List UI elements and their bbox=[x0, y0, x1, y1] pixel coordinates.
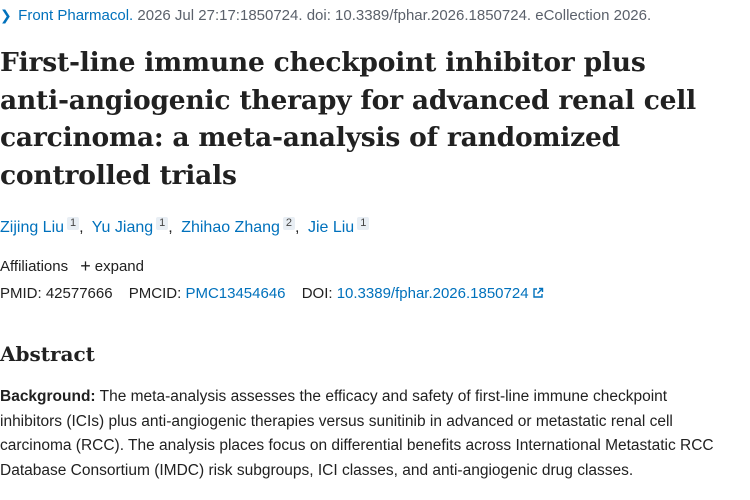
affiliation-ref[interactable]: 2 bbox=[282, 217, 296, 230]
background-text: The meta-analysis assesses the efficacy … bbox=[0, 388, 714, 479]
pmid-value: 42577666 bbox=[45, 285, 113, 302]
article-title: First-line immune checkpoint inhibitor p… bbox=[0, 47, 697, 191]
author-link[interactable]: Zhihao Zhang bbox=[181, 219, 280, 236]
affiliations-expand-button[interactable]: + expand bbox=[80, 256, 144, 276]
affiliation-ref[interactable]: 1 bbox=[357, 217, 370, 230]
affiliation-ref[interactable]: 1 bbox=[156, 217, 169, 230]
author-link[interactable]: Zijing Liu bbox=[0, 219, 65, 236]
author-separator: , bbox=[168, 219, 173, 236]
affiliation-ref[interactable]: 1 bbox=[67, 217, 80, 230]
author-list: Zijing Liu 1, Yu Jiang 1, Zhihao Zhang 2, J… bbox=[0, 217, 370, 239]
citation-details: 2026 Jul 27:17:1850724. doi: 10.3389/fph… bbox=[137, 7, 652, 24]
journal-link[interactable]: Front Pharmacol. bbox=[18, 7, 134, 24]
expand-label: expand bbox=[94, 258, 144, 275]
doi-value: 10.3389/fphar.2026.1850724 bbox=[336, 285, 529, 302]
abstract-heading: Abstract bbox=[0, 342, 95, 366]
affiliations-label: Affiliations bbox=[0, 258, 69, 275]
pmcid-label: PMCID: bbox=[128, 285, 182, 302]
author-separator: , bbox=[79, 219, 84, 236]
abstract-background: Background: The meta-analysis assesses t… bbox=[0, 385, 730, 483]
affiliations-row: Affiliations + expand bbox=[0, 256, 144, 277]
author-link[interactable]: Yu Jiang bbox=[91, 219, 154, 236]
pmcid-link[interactable]: PMC13454646 bbox=[185, 285, 286, 302]
author-separator: , bbox=[295, 219, 300, 236]
author-link[interactable]: Jie Liu bbox=[307, 219, 355, 236]
chevron-right-icon[interactable]: ❯ bbox=[0, 7, 12, 23]
identifiers-row: PMID: 42577666 PMCID: PMC13454646 DOI: 1… bbox=[0, 284, 544, 304]
plus-icon: + bbox=[80, 256, 91, 276]
citation-line: ❯ Front Pharmacol. 2026 Jul 27:17:185072… bbox=[0, 5, 651, 26]
external-link-icon bbox=[532, 287, 543, 298]
pmid-label: PMID: bbox=[0, 285, 42, 302]
background-label: Background: bbox=[0, 388, 96, 405]
doi-label: DOI: bbox=[301, 285, 333, 302]
doi-link[interactable]: 10.3389/fphar.2026.1850724 bbox=[337, 285, 544, 302]
